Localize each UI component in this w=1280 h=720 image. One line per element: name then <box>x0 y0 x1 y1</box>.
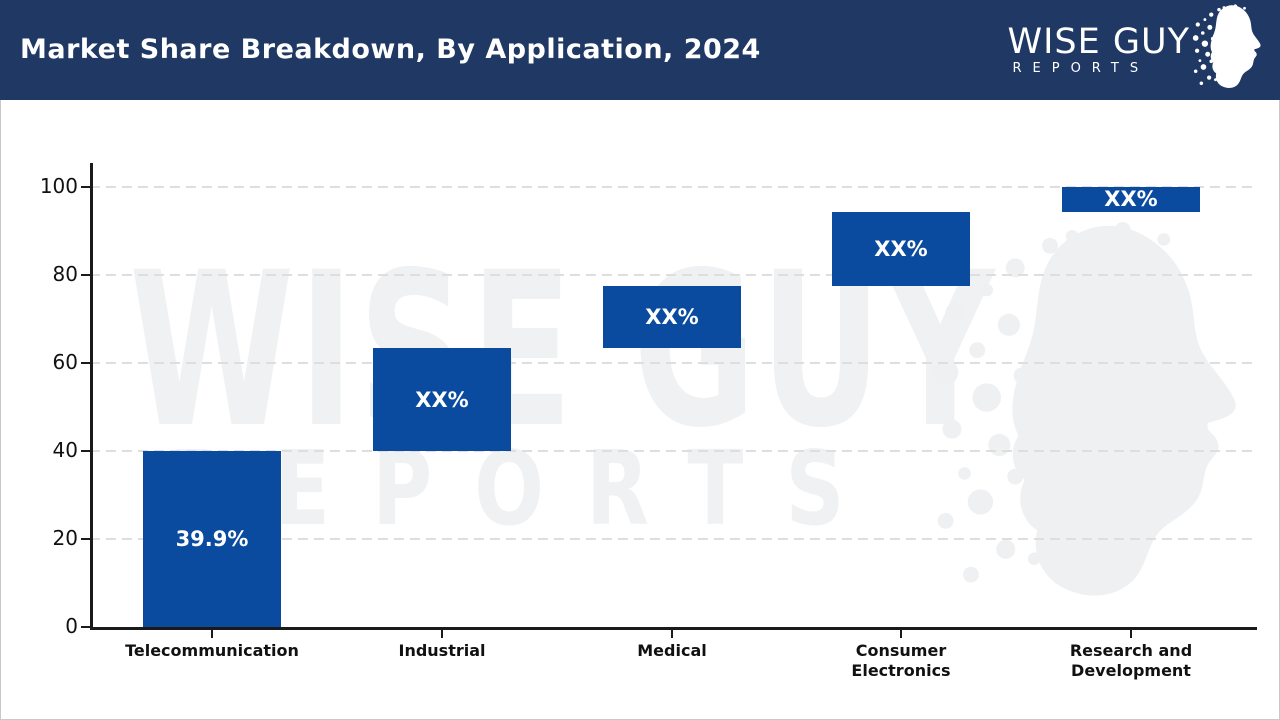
y-tick-mark <box>81 626 90 628</box>
logo-head-icon <box>1192 4 1261 88</box>
wise-guy-logo: WISE GUY REPORTS <box>1007 4 1268 96</box>
x-tick-mark <box>671 630 673 638</box>
page-title: Market Share Breakdown, By Application, … <box>20 34 761 65</box>
logo-text: WISE GUY REPORTS <box>1007 21 1190 77</box>
x-category-label: Consumer Electronics <box>851 641 951 680</box>
bar-research-and-development: XX% <box>1062 187 1200 212</box>
y-gridline <box>90 274 1257 276</box>
bar-value-label: XX% <box>1104 187 1158 212</box>
bar-value-label: XX% <box>415 387 469 412</box>
y-tick-label: 40 <box>52 438 78 462</box>
y-gridline <box>90 450 1257 452</box>
x-tick-mark <box>441 630 443 638</box>
y-tick-label: 80 <box>52 262 78 286</box>
chart-canvas: WISE GUY REPORTS 0 20 40 60 80 100 39.9% Teleco… <box>0 100 1280 720</box>
y-tick-mark <box>81 450 90 452</box>
y-tick-mark <box>81 186 90 188</box>
x-category-label: Industrial <box>398 641 486 660</box>
x-tick-mark <box>211 630 213 638</box>
y-gridline <box>90 538 1257 540</box>
y-tick-label: 60 <box>52 350 78 374</box>
x-axis-line <box>90 627 1257 630</box>
x-category-label: Research and Development <box>1069 641 1193 680</box>
bar-consumer-electronics: XX% <box>832 211 970 286</box>
y-tick-label: 20 <box>52 526 78 550</box>
x-tick-mark <box>900 630 902 638</box>
y-tick-mark <box>81 538 90 540</box>
y-tick-label: 0 <box>65 614 78 638</box>
y-tick-label: 100 <box>39 174 78 198</box>
x-category-label: Medical <box>637 641 707 660</box>
bar-value-label: XX% <box>874 236 928 261</box>
bar-industrial: XX% <box>373 347 511 452</box>
y-gridline <box>90 362 1257 364</box>
watermark-head-icon <box>933 222 1236 596</box>
bar-value-label: XX% <box>645 304 699 329</box>
logo-subtitle: REPORTS <box>1012 61 1150 77</box>
x-category-label: Telecommunication <box>125 641 299 660</box>
logo-wordmark: WISE GUY <box>1007 21 1190 62</box>
bar-value-label: 39.9% <box>175 527 249 552</box>
y-tick-mark <box>81 274 90 276</box>
header-bar: Market Share Breakdown, By Application, … <box>0 0 1280 100</box>
y-gridline <box>90 186 1257 188</box>
y-tick-mark <box>81 362 90 364</box>
y-axis-line <box>90 163 93 630</box>
x-tick-mark <box>1130 630 1132 638</box>
bar-telecommunication: 39.9% <box>143 451 281 627</box>
bar-medical: XX% <box>603 285 741 348</box>
